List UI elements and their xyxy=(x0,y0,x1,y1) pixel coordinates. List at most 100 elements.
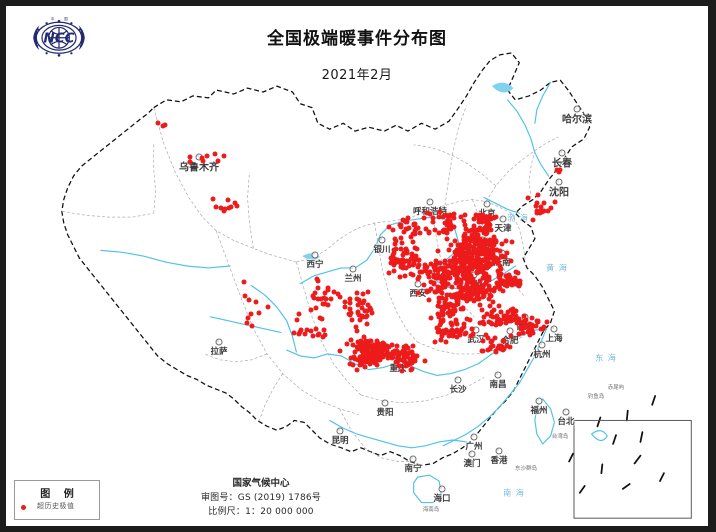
extreme-warm-event-dot xyxy=(497,263,503,269)
extreme-warm-event-dot xyxy=(455,329,461,335)
extreme-warm-event-dot xyxy=(471,223,477,229)
extreme-warm-event-dot xyxy=(363,314,369,320)
svg-text:国: 国 xyxy=(64,16,68,21)
extreme-warm-event-dot xyxy=(245,315,250,321)
extreme-warm-event-dot xyxy=(453,295,459,301)
extreme-warm-event-dot xyxy=(372,350,378,356)
extreme-warm-event-dot xyxy=(471,261,476,267)
extreme-warm-event-dot xyxy=(428,315,434,321)
extreme-warm-event-dot xyxy=(400,217,406,223)
extreme-warm-event-dot xyxy=(507,314,513,320)
city-marker-dot xyxy=(555,178,563,186)
extreme-warm-event-dot xyxy=(360,352,366,358)
extreme-warm-event-dot xyxy=(412,245,417,251)
extreme-warm-event-dot xyxy=(516,316,522,322)
extreme-warm-event-dot xyxy=(481,230,486,236)
extreme-warm-event-dot xyxy=(210,196,216,202)
extreme-warm-event-dot xyxy=(352,349,358,355)
extreme-warm-event-dot xyxy=(409,366,415,372)
extreme-warm-event-dot xyxy=(473,250,478,255)
footer-organization: 国家气候中心 xyxy=(232,478,290,490)
extreme-warm-event-dot xyxy=(316,331,322,337)
extreme-warm-event-dot xyxy=(476,219,482,225)
extreme-warm-event-dot xyxy=(389,342,395,348)
extreme-warm-event-dot xyxy=(499,346,505,352)
extreme-warm-event-dot xyxy=(462,252,468,258)
extreme-warm-event-dot xyxy=(221,153,227,159)
extreme-warm-event-dot xyxy=(487,346,493,352)
extreme-warm-event-dot xyxy=(477,212,483,217)
extreme-warm-event-dot xyxy=(462,222,467,228)
extreme-warm-event-dot xyxy=(529,327,534,333)
extreme-warm-event-dot xyxy=(398,261,404,267)
extreme-warm-event-dot xyxy=(370,359,376,365)
extreme-warm-event-dot xyxy=(357,354,363,360)
extreme-warm-event-dot xyxy=(357,339,363,345)
extreme-warm-event-dot xyxy=(361,334,367,340)
extreme-warm-event-dot xyxy=(465,246,471,252)
extreme-warm-event-dot xyxy=(155,120,161,126)
extreme-warm-event-dot xyxy=(521,313,527,319)
extreme-warm-event-dot xyxy=(226,205,232,211)
extreme-warm-event-dot xyxy=(447,275,452,281)
south-china-sea-islands xyxy=(568,395,665,494)
extreme-warm-event-dot xyxy=(365,302,371,308)
extreme-warm-event-dot xyxy=(425,269,431,274)
extreme-warm-event-dot xyxy=(392,236,398,242)
extreme-warm-event-dot xyxy=(464,237,469,243)
extreme-warm-event-dot xyxy=(380,354,386,360)
extreme-warm-event-dot xyxy=(447,312,453,318)
extreme-warm-event-dot xyxy=(544,319,550,325)
extreme-warm-event-dot xyxy=(451,224,457,229)
extreme-warm-event-dot xyxy=(449,284,455,290)
extreme-warm-event-dot xyxy=(461,234,467,239)
china-map xyxy=(6,6,708,526)
extreme-warm-event-dot xyxy=(392,241,398,247)
extreme-warm-event-dot xyxy=(491,234,497,240)
extreme-warm-event-dot xyxy=(395,355,401,361)
extreme-warm-event-dot xyxy=(310,293,316,299)
extreme-warm-event-dot xyxy=(353,324,358,330)
extreme-warm-event-dot xyxy=(431,272,437,278)
extreme-warm-event-dot xyxy=(448,263,454,269)
extreme-warm-event-dot xyxy=(405,345,411,351)
svg-text:NCC: NCC xyxy=(44,31,75,46)
extreme-warm-event-dot xyxy=(462,259,468,265)
extreme-warm-event-dot xyxy=(380,347,386,353)
extreme-warm-event-dot xyxy=(404,219,409,225)
extreme-warm-event-dot xyxy=(477,284,483,290)
extreme-warm-event-dot xyxy=(435,311,441,317)
extreme-warm-event-dot xyxy=(458,288,464,294)
extreme-warm-event-dot xyxy=(437,288,443,293)
extreme-warm-event-dot xyxy=(505,309,511,315)
extreme-warm-event-dot xyxy=(485,218,491,224)
extreme-warm-event-dot xyxy=(433,289,439,294)
extreme-warm-event-dot xyxy=(359,305,365,311)
extreme-warm-event-dot xyxy=(355,357,361,363)
extreme-warm-event-dot xyxy=(463,284,469,290)
extreme-warm-event-dot xyxy=(362,364,368,370)
extreme-warm-event-dot xyxy=(466,276,472,282)
extreme-warm-event-dot xyxy=(438,304,444,310)
extreme-warm-event-dot xyxy=(368,307,374,313)
extreme-warm-event-dot xyxy=(441,328,447,334)
extreme-warm-event-dot xyxy=(452,263,458,269)
extreme-warm-event-dot xyxy=(479,266,485,272)
extreme-warm-event-dot xyxy=(525,324,531,330)
extreme-warm-event-dot xyxy=(445,304,451,310)
extreme-warm-event-dot xyxy=(460,246,466,252)
extreme-warm-event-dot xyxy=(325,287,331,293)
extreme-warm-event-dot xyxy=(435,275,441,281)
extreme-warm-event-dot xyxy=(453,272,459,278)
extreme-warm-event-dot xyxy=(297,329,303,335)
extreme-warm-event-dot xyxy=(508,280,514,286)
extreme-warm-event-dot xyxy=(376,357,382,363)
extreme-warm-event-dot xyxy=(403,248,409,254)
extreme-warm-event-dot xyxy=(200,158,206,163)
extreme-warm-event-dot xyxy=(401,344,406,350)
extreme-warm-event-dot xyxy=(434,325,440,331)
extreme-warm-event-dot xyxy=(437,260,443,266)
extreme-warm-event-dot xyxy=(423,226,429,232)
extreme-warm-event-dot xyxy=(312,290,318,296)
extreme-warm-event-dot xyxy=(337,348,343,354)
